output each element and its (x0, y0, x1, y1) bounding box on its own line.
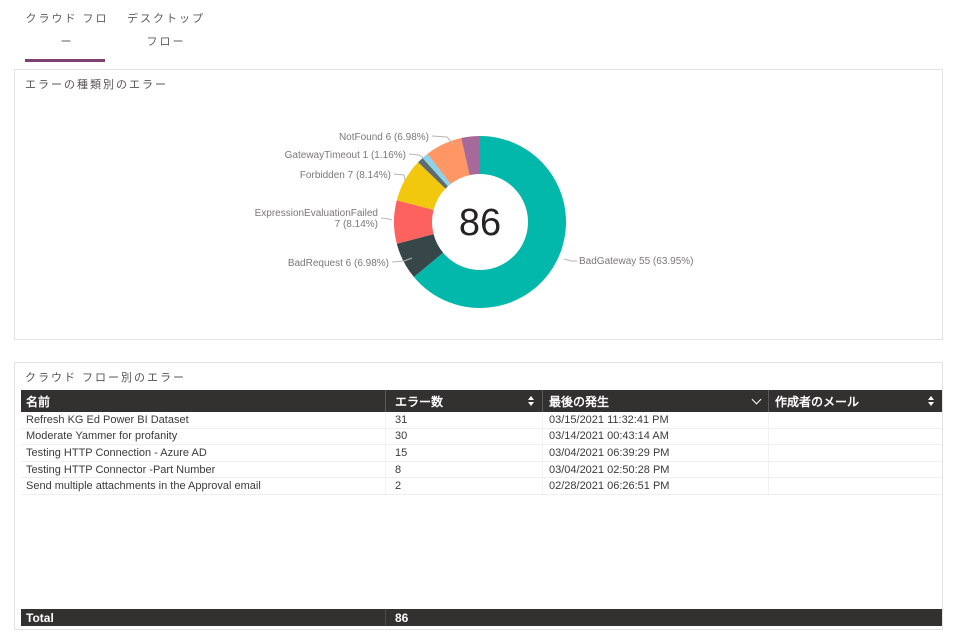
sort-updown-icon[interactable] (927, 396, 934, 406)
error-count-cell: 31 (384, 412, 542, 428)
error-count-cell: 30 (384, 428, 542, 445)
donut-callout-label: Forbidden 7 (8.14%) (300, 170, 391, 181)
callout-leader-line (380, 217, 393, 221)
donut-segment-unlabeled-7[interactable] (461, 136, 480, 176)
donut-callout-label: ExpressionEvaluationFailed (255, 208, 378, 219)
table-card-title: クラウド フロー別のエラー (25, 372, 187, 384)
last-occurrence-cell: 03/14/2021 00:43:14 AM (541, 428, 768, 445)
total-label: Total (26, 610, 54, 625)
owner-email-cell (767, 445, 942, 461)
column-header-name[interactable]: 名前 (26, 394, 51, 409)
donut-callout-label: NotFound 6 (6.98%) (339, 132, 429, 143)
table-row[interactable]: Testing HTTP Connection - Azure AD 15 03/0… (21, 445, 942, 462)
sort-updown-icon[interactable] (527, 396, 534, 406)
column-header-owner-email[interactable]: 作成者のメール (767, 390, 942, 412)
last-occurrence-cell: 03/04/2021 02:50:28 PM (541, 461, 768, 478)
table-empty-area (21, 494, 942, 609)
flow-name-cell: Testing HTTP Connector -Part Number (26, 463, 216, 476)
errors-table: 名前 エラー数 最後の発生 作成者のメール Refresh KG Ed Powe… (21, 390, 942, 626)
column-header-error-count[interactable]: エラー数 (384, 390, 542, 412)
chart-card-title: エラーの種類別のエラー (25, 79, 168, 91)
callout-leader-line (563, 258, 577, 262)
donut-segment-NotFound[interactable] (427, 138, 470, 185)
donut-chart: BadGateway 55 (63.95%) BadRequest 6 (6.98… (255, 132, 694, 308)
table-header-row: 名前 エラー数 最後の発生 作成者のメール (21, 390, 942, 412)
donut-segment-Forbidden[interactable] (396, 162, 446, 210)
owner-email-cell (767, 412, 942, 428)
error-count-cell: 15 (384, 445, 542, 461)
last-occurrence-cell: 03/15/2021 11:32:41 PM (541, 412, 768, 428)
total-last-cell (542, 609, 768, 626)
callout-leader-line (431, 135, 454, 145)
owner-email-cell (767, 428, 942, 445)
flow-name-cell: Refresh KG Ed Power BI Dataset (26, 413, 189, 426)
table-row[interactable]: Send multiple attachments in the Approva… (21, 478, 942, 495)
flow-name-cell: Moderate Yammer for profanity (26, 430, 178, 443)
flow-name-cell: Testing HTTP Connection - Azure AD (26, 446, 207, 459)
callout-leader-line (393, 173, 406, 181)
total-error-count: 86 (384, 609, 542, 626)
table-body: Refresh KG Ed Power BI Dataset 31 03/15/20… (21, 412, 942, 495)
total-email-cell (768, 609, 942, 626)
owner-email-cell (767, 461, 942, 478)
table-row[interactable]: Testing HTTP Connector -Part Number 8 03/0… (21, 461, 942, 479)
tab-desktop-flow[interactable]: デスクトップ フロー (127, 13, 205, 48)
last-occurrence-cell: 03/04/2021 06:39:29 PM (541, 445, 768, 461)
error-count-cell: 2 (384, 478, 542, 494)
last-occurrence-cell: 02/28/2021 06:26:51 PM (541, 478, 768, 494)
active-tab-underline (25, 59, 105, 62)
errors-by-type-card: エラーの種類別のエラー BadGateway 55 (63.95%) BadReq… (14, 69, 943, 340)
donut-center-total: 86 (459, 202, 501, 244)
tab-cloud-flow[interactable]: クラウド フロー (25, 13, 109, 48)
callout-leader-line (391, 257, 413, 263)
donut-segment-BadGateway[interactable] (413, 136, 566, 308)
donut-callout-label: GatewayTimeout 1 (1.16%) (285, 150, 406, 161)
donut-segment-GatewayTimeout[interactable] (418, 157, 448, 189)
donut-callout-label: BadRequest 6 (6.98%) (288, 258, 389, 269)
table-row[interactable]: Refresh KG Ed Power BI Dataset 31 03/15/20… (21, 412, 942, 429)
flow-name-cell: Send multiple attachments in the Approva… (26, 480, 261, 493)
donut-callout-label: BadGateway 55 (63.95%) (579, 256, 694, 267)
column-header-last-occurrence[interactable]: 最後の発生 (541, 390, 768, 412)
donut-segment-ExpressionEvaluationFailed[interactable] (394, 200, 434, 244)
error-count-cell: 8 (384, 461, 542, 478)
donut-segment-BadRequest[interactable] (396, 234, 444, 278)
donut-callout-label: 7 (8.14%) (335, 219, 378, 230)
errors-by-flow-card: クラウド フロー別のエラー 名前 エラー数 最後の発生 作成者のメール (14, 362, 943, 630)
table-total-row: Total 86 (21, 609, 942, 626)
donut-segment-unlabeled-5[interactable] (422, 153, 451, 187)
sort-descending-icon[interactable] (751, 394, 762, 405)
table-row[interactable]: Moderate Yammer for profanity 30 03/14/202… (21, 428, 942, 446)
owner-email-cell (767, 478, 942, 494)
